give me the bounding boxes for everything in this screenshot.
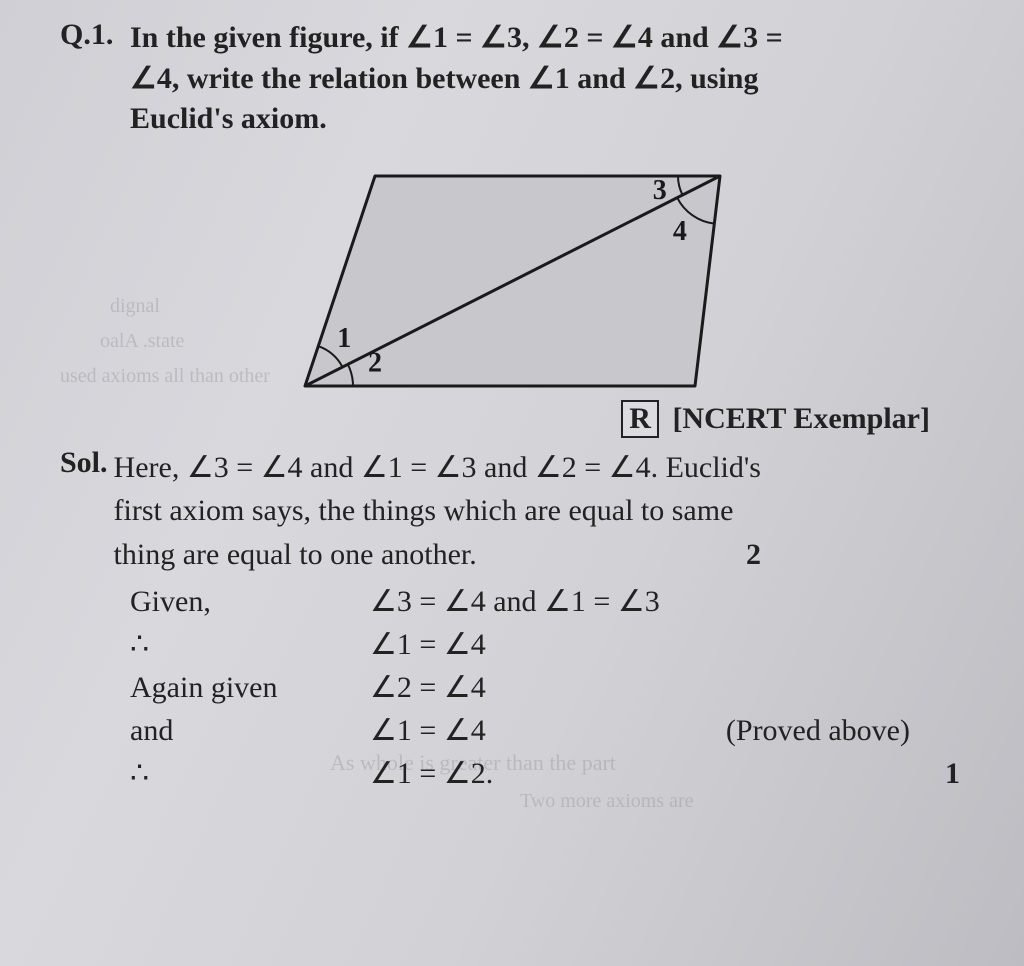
question-line-1: In the given figure, if ∠1 = ∠3, ∠2 = ∠4… (130, 21, 783, 54)
mark-intro: 2 (711, 533, 761, 577)
question-text: In the given figure, if ∠1 = ∠3, ∠2 = ∠4… (130, 18, 783, 140)
question-block: Q.1. In the given figure, if ∠1 = ∠3, ∠2… (60, 18, 960, 140)
parallelogram-figure: 12 34 (275, 146, 745, 406)
steps-container: Given,∠3 = ∠4 and ∠1 = ∠3∴∠1 = ∠4Again g… (60, 584, 960, 791)
step-math: ∠3 = ∠4 and ∠1 = ∠3 (370, 584, 680, 619)
figure-container: 12 34 (60, 146, 960, 406)
step-math: ∠1 = ∠4 (370, 713, 680, 748)
step-lead: ∴ (130, 756, 370, 791)
solution-label: Sol. (60, 446, 108, 480)
step-side: (Proved above) (680, 714, 910, 748)
solution-step: Given,∠3 = ∠4 and ∠1 = ∠3 (130, 584, 960, 619)
svg-text:1: 1 (337, 323, 351, 354)
step-math: ∠2 = ∠4 (370, 670, 680, 705)
step-mark: 1 (910, 757, 960, 791)
solution-intro-1: Here, ∠3 = ∠4 and ∠1 = ∠3 and ∠2 = ∠4. E… (114, 451, 761, 484)
step-lead: Given, (130, 585, 370, 619)
step-lead: Again given (130, 671, 370, 705)
svg-text:2: 2 (368, 347, 382, 378)
step-math: ∠1 = ∠2. (370, 756, 680, 791)
step-math: ∠1 = ∠4 (370, 627, 680, 662)
exemplar-text: [NCERT Exemplar] (672, 402, 930, 435)
bleed-text: Two more axioms are (520, 790, 694, 813)
solution-step: ∴∠1 = ∠2. 1 (130, 756, 960, 791)
solution-step: and∠1 = ∠4(Proved above) (130, 713, 960, 748)
solution-step: ∴∠1 = ∠4 (130, 627, 960, 662)
solution-intro-3: thing are equal to one another. (114, 533, 477, 577)
svg-text:3: 3 (653, 174, 667, 205)
exemplar-rbox: R (621, 400, 659, 438)
solution-body: Here, ∠3 = ∠4 and ∠1 = ∠3 and ∠2 = ∠4. E… (114, 446, 761, 577)
solution-block: Sol. Here, ∠3 = ∠4 and ∠1 = ∠3 and ∠2 = … (60, 446, 960, 577)
question-line-3: Euclid's axiom. (130, 102, 327, 135)
question-number: Q.1. (60, 18, 120, 52)
page-content: Q.1. In the given figure, if ∠1 = ∠3, ∠2… (0, 0, 1010, 791)
solution-intro-2: first axiom says, the things which are e… (114, 494, 734, 527)
question-line-2: ∠4, write the relation between ∠1 and ∠2… (130, 62, 758, 95)
step-lead: ∴ (130, 627, 370, 662)
svg-text:4: 4 (673, 215, 687, 246)
solution-step: Again given∠2 = ∠4 (130, 670, 960, 705)
step-lead: and (130, 714, 370, 748)
